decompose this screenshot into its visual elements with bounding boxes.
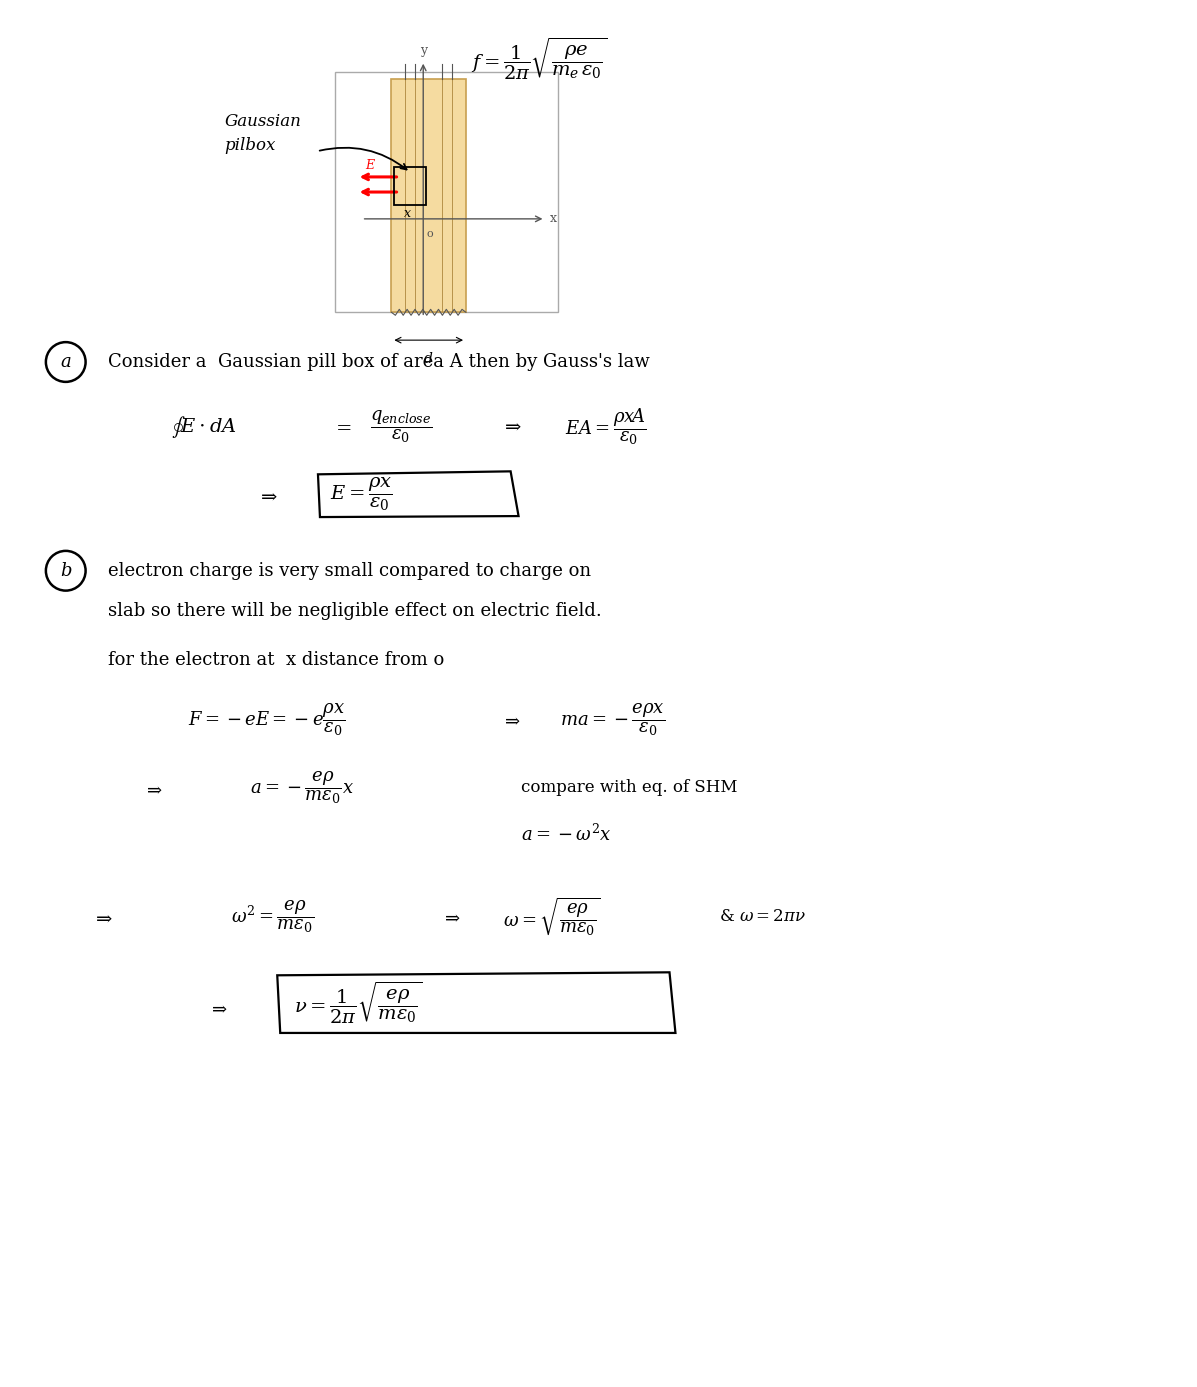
Text: $a = -\omega^2 x$: $a = -\omega^2 x$ [521, 824, 610, 845]
Text: $\omega = \sqrt{\dfrac{e\rho}{m\epsilon_0}}$: $\omega = \sqrt{\dfrac{e\rho}{m\epsilon_… [503, 896, 601, 938]
Text: $f = \dfrac{1}{2\pi}\sqrt{\dfrac{\rho e}{m_e\,\epsilon_0}}$: $f = \dfrac{1}{2\pi}\sqrt{\dfrac{\rho e}… [470, 36, 608, 82]
Text: $\Rightarrow$: $\Rightarrow$ [144, 781, 163, 799]
Text: slab so there will be negligible effect on electric field.: slab so there will be negligible effect … [109, 602, 602, 620]
Text: $\Rightarrow$: $\Rightarrow$ [442, 907, 461, 925]
Text: $\Rightarrow$: $\Rightarrow$ [500, 417, 522, 436]
Text: compare with eq. of SHM: compare with eq. of SHM [521, 779, 737, 796]
Text: pilbox: pilbox [225, 137, 277, 154]
Bar [395, 168, 426, 205]
Bar [391, 79, 466, 312]
Text: $F = -eE = -e\dfrac{\rho x}{\epsilon_0}$: $F = -eE = -e\dfrac{\rho x}{\epsilon_0}$ [188, 702, 346, 738]
Text: d: d [424, 352, 432, 366]
Text: o: o [426, 229, 433, 239]
Text: $\omega^2 = \dfrac{e\rho}{m\epsilon_0}$: $\omega^2 = \dfrac{e\rho}{m\epsilon_0}$ [231, 899, 314, 935]
Text: Gaussian: Gaussian [225, 112, 302, 130]
Text: b: b [60, 562, 72, 580]
Text: x: x [403, 207, 411, 221]
Text: for the electron at  x distance from o: for the electron at x distance from o [109, 652, 445, 669]
Text: x: x [549, 212, 557, 225]
Text: $\oint E\cdot dA$: $\oint E\cdot dA$ [171, 413, 237, 440]
Text: $a = -\dfrac{e\rho}{m\epsilon_0}x$: $a = -\dfrac{e\rho}{m\epsilon_0}x$ [250, 770, 354, 806]
Text: y: y [420, 44, 427, 57]
Text: a: a [60, 354, 71, 370]
Text: & $\omega = 2\pi\nu$: & $\omega = 2\pi\nu$ [719, 908, 807, 925]
Text: $\Rightarrow$: $\Rightarrow$ [257, 487, 279, 505]
Bar [335, 72, 558, 312]
Text: electron charge is very small compared to charge on: electron charge is very small compared t… [109, 562, 591, 580]
Text: $\nu = \dfrac{1}{2\pi}\sqrt{\dfrac{e\rho}{m\epsilon_0}}$: $\nu = \dfrac{1}{2\pi}\sqrt{\dfrac{e\rho… [294, 981, 423, 1026]
Text: $\dfrac{q_{enclose}}{\epsilon_0}$: $\dfrac{q_{enclose}}{\epsilon_0}$ [370, 408, 432, 445]
Text: $ma = -\dfrac{e\rho x}{\epsilon_0}$: $ma = -\dfrac{e\rho x}{\epsilon_0}$ [560, 702, 666, 738]
Text: E: E [365, 160, 375, 172]
Text: $E = \dfrac{\rho x}{\epsilon_0}$: $E = \dfrac{\rho x}{\epsilon_0}$ [330, 476, 393, 513]
Text: $\Rightarrow$: $\Rightarrow$ [208, 999, 227, 1017]
Text: $\Rightarrow$: $\Rightarrow$ [500, 712, 521, 728]
Text: $\Rightarrow$: $\Rightarrow$ [91, 910, 113, 928]
Text: $EA = \dfrac{\rho x\!A}{\epsilon_0}$: $EA = \dfrac{\rho x\!A}{\epsilon_0}$ [565, 406, 646, 447]
Text: Consider a  Gaussian pill box of area A then by Gauss's law: Consider a Gaussian pill box of area A t… [109, 354, 650, 370]
Text: $=$: $=$ [332, 417, 352, 436]
